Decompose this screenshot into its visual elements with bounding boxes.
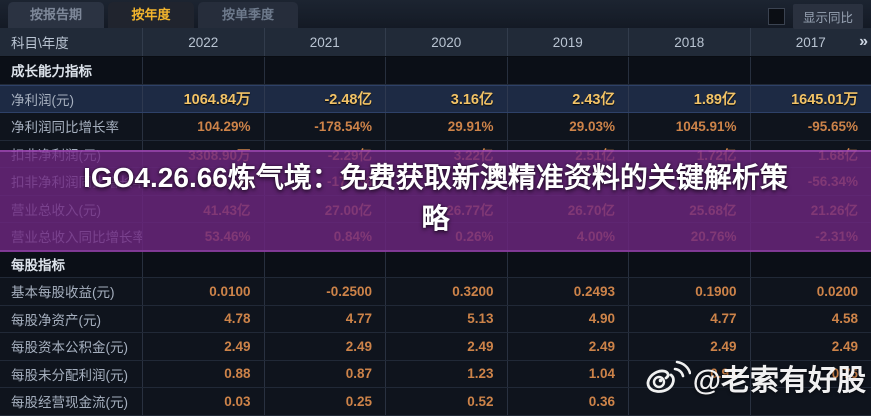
cell-value: 2.49 [264, 333, 386, 360]
year-label: 2020 [431, 35, 461, 50]
row-label: 净利润同比增长率 [0, 113, 142, 140]
cell-value [507, 251, 629, 278]
cell-value: 2.49 [628, 333, 750, 360]
section-row: 成长能力指标 [0, 57, 871, 85]
corner-cell: 科目\年度 [0, 28, 142, 56]
year-header-2017: 2017 » [750, 28, 871, 56]
cell-value: 0.88 [142, 361, 264, 388]
cell-value: 0.1900 [628, 278, 750, 305]
promo-headline-line2: 略 [0, 198, 871, 239]
cell-value: -95.65% [750, 113, 871, 140]
cell-value [264, 57, 386, 84]
row-label: 每股未分配利润(元) [0, 361, 142, 388]
cell-value: 1064.84万 [142, 86, 264, 113]
table-header: 科目\年度 2022 2021 2020 2019 2018 2017 » [0, 28, 871, 57]
cell-value: 29.03% [507, 113, 629, 140]
year-header-2018: 2018 [628, 28, 750, 56]
row-label: 每股经营现金流(元) [0, 388, 142, 415]
cell-value: -178.54% [264, 113, 386, 140]
cell-value: 0.87 [264, 361, 386, 388]
row-label: 基本每股收益(元) [0, 278, 142, 305]
cell-value: 0.3200 [385, 278, 507, 305]
more-years-icon[interactable]: » [859, 33, 866, 51]
cell-value: 4.78 [142, 306, 264, 333]
year-label: 2018 [674, 35, 704, 50]
show-yoy-checkbox[interactable] [768, 8, 785, 25]
cell-value [142, 251, 264, 278]
cell-value [750, 57, 871, 84]
promo-headline-line1: IGO4.26.66炼气境：免费获取新澳精准资料的关键解析策 [0, 157, 871, 198]
cell-value: 2.49 [750, 333, 871, 360]
cell-value: 2.49 [142, 333, 264, 360]
cell-value [507, 57, 629, 84]
tab-single-quarter[interactable]: 按单季度 [198, 2, 298, 28]
cell-value: 0.25 [264, 388, 386, 415]
cell-value [385, 251, 507, 278]
cell-value: 5.13 [385, 306, 507, 333]
cell-value: 0.52 [385, 388, 507, 415]
row-label: 每股资本公积金(元) [0, 333, 142, 360]
section-row: 每股指标 [0, 251, 871, 279]
cell-value [264, 251, 386, 278]
cell-value: 1645.01万 [750, 86, 871, 113]
cell-value: 1.89亿 [628, 86, 750, 113]
show-yoy-label[interactable]: 显示同比 [793, 4, 863, 29]
tab-annual[interactable]: 按年度 [108, 2, 194, 28]
cell-value: 2.49 [385, 333, 507, 360]
cell-value: 0.0200 [750, 278, 871, 305]
weibo-icon [645, 359, 691, 397]
watermark: @老索有好股 [645, 357, 866, 399]
cell-value [628, 57, 750, 84]
cell-value: 1.23 [385, 361, 507, 388]
cell-value [750, 251, 871, 278]
show-yoy-control: 显示同比 [768, 4, 863, 29]
cell-value: 0.36 [507, 388, 629, 415]
promo-headline: IGO4.26.66炼气境：免费获取新澳精准资料的关键解析策 略 [0, 157, 871, 239]
cell-value: 1.04 [507, 361, 629, 388]
cell-value: 104.29% [142, 113, 264, 140]
year-label: 2022 [188, 35, 218, 50]
cell-value: 4.90 [507, 306, 629, 333]
cell-value [628, 251, 750, 278]
year-header-2019: 2019 [507, 28, 629, 56]
row-label: 每股净资产(元) [0, 306, 142, 333]
year-label: 2017 [796, 35, 826, 50]
year-label: 2019 [553, 35, 583, 50]
row-label: 每股指标 [0, 251, 142, 278]
cell-value: 2.43亿 [507, 86, 629, 113]
year-label: 2021 [310, 35, 340, 50]
cell-value: 1045.91% [628, 113, 750, 140]
year-header-2021: 2021 [264, 28, 386, 56]
cell-value: 29.91% [385, 113, 507, 140]
cell-value [142, 57, 264, 84]
tab-report-period[interactable]: 按报告期 [8, 2, 104, 28]
cell-value: 0.2493 [507, 278, 629, 305]
year-header-2022: 2022 [142, 28, 264, 56]
cell-value: 0.0100 [142, 278, 264, 305]
watermark-handle: @老索有好股 [693, 357, 866, 399]
cell-value: 4.77 [264, 306, 386, 333]
cell-value: 2.49 [507, 333, 629, 360]
cell-value: 4.58 [750, 306, 871, 333]
cell-value: -2.48亿 [264, 86, 386, 113]
cell-value: 0.03 [142, 388, 264, 415]
cell-value: 4.77 [628, 306, 750, 333]
cell-value [385, 57, 507, 84]
cell-value: -0.2500 [264, 278, 386, 305]
row-label: 净利润(元) [0, 86, 142, 113]
row-label: 成长能力指标 [0, 57, 142, 84]
year-header-2020: 2020 [385, 28, 507, 56]
cell-value: 3.16亿 [385, 86, 507, 113]
tab-bar: 按报告期 按年度 按单季度 显示同比 [0, 0, 871, 28]
